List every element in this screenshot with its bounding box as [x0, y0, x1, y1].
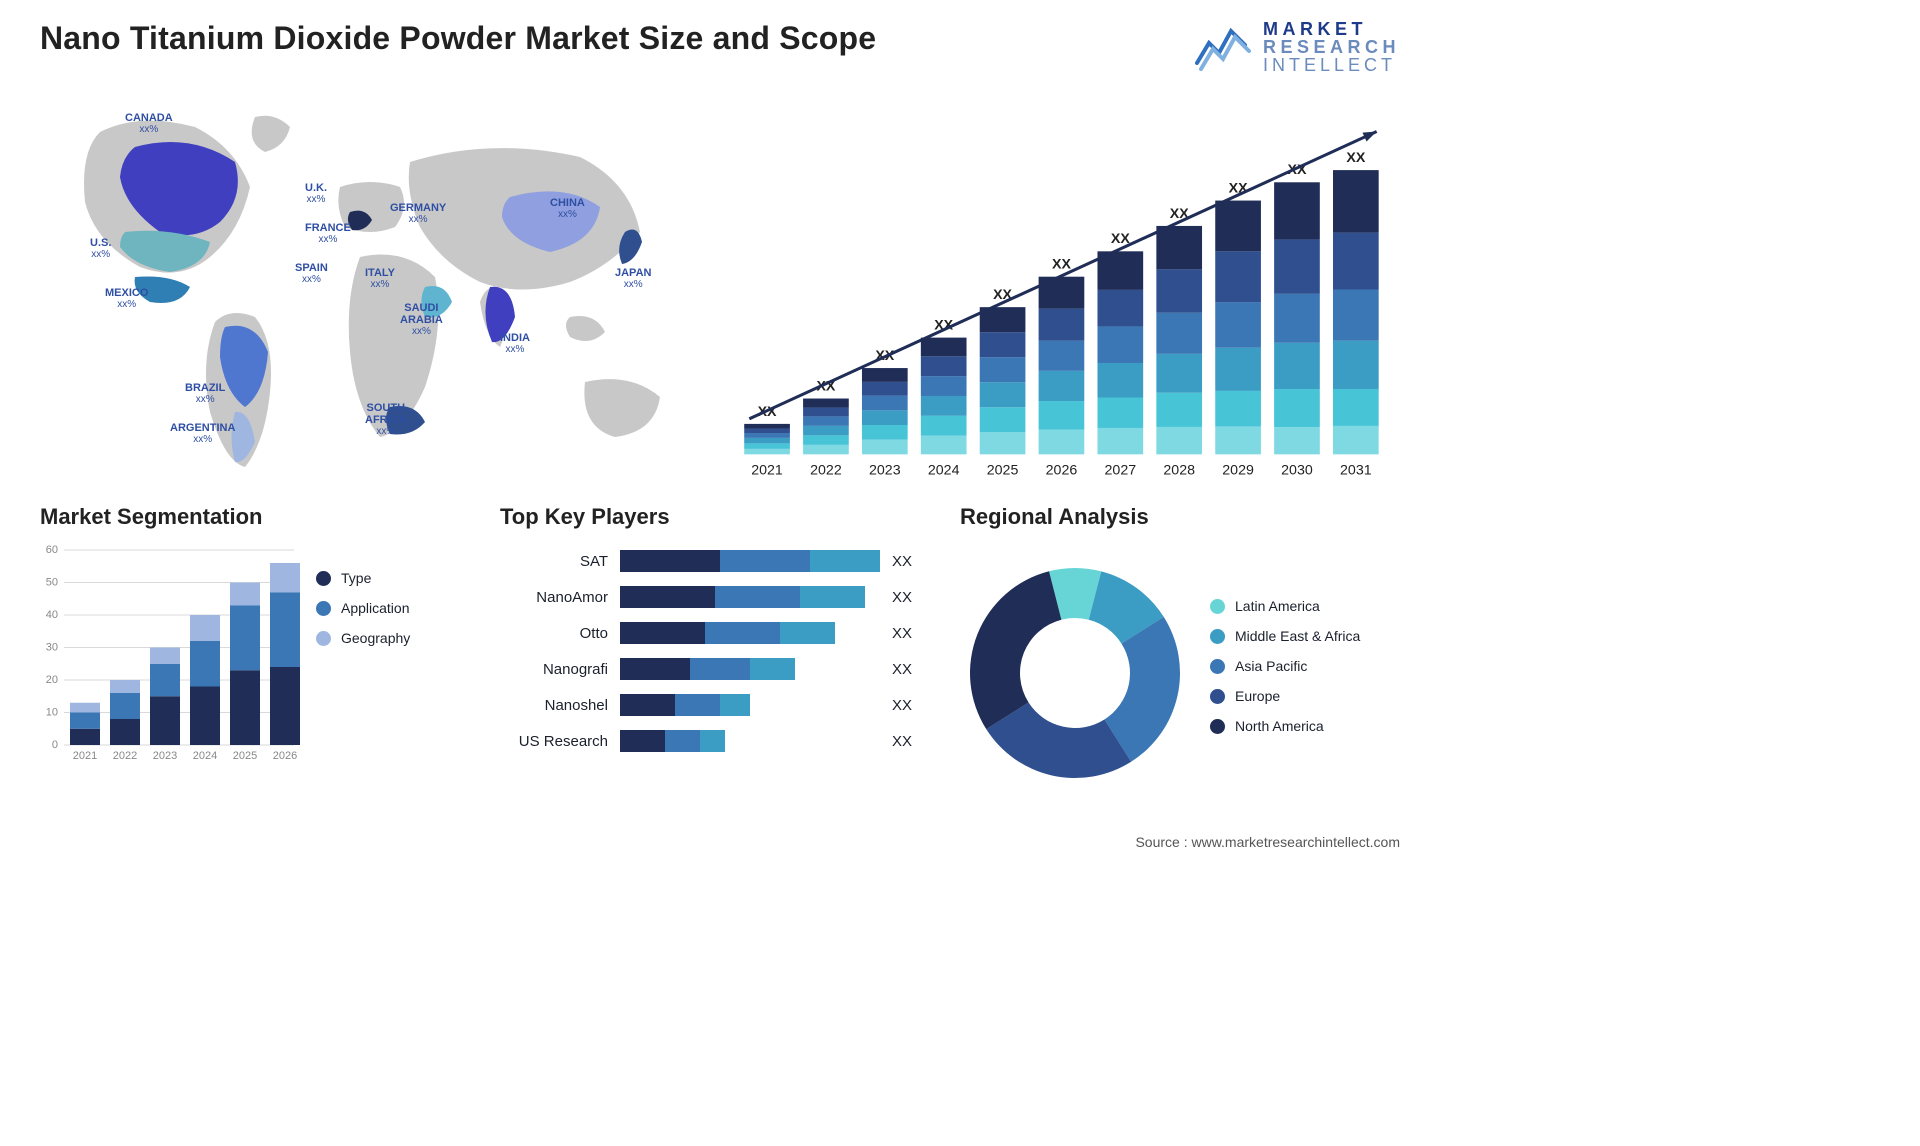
svg-text:2030: 2030 — [1281, 463, 1313, 479]
svg-text:2028: 2028 — [1163, 463, 1195, 479]
svg-text:2023: 2023 — [869, 463, 901, 479]
svg-text:2026: 2026 — [1046, 463, 1078, 479]
svg-text:60: 60 — [46, 544, 58, 556]
growth-svg: XX2021XX2022XX2023XX2024XX2025XX2026XX20… — [730, 102, 1400, 492]
player-bar — [620, 550, 880, 572]
svg-text:2026: 2026 — [273, 750, 297, 762]
player-name: Nanoshel — [500, 697, 620, 714]
svg-text:2024: 2024 — [193, 750, 217, 762]
source-text: Source : www.marketresearchintellect.com — [1135, 834, 1400, 850]
regional-title: Regional Analysis — [960, 504, 1400, 530]
map-country-label: U.S.xx% — [90, 237, 111, 260]
map-country-label: GERMANYxx% — [390, 202, 446, 225]
player-row: Nanoshel XX — [500, 690, 940, 720]
map-country-label: BRAZILxx% — [185, 382, 225, 405]
top-row: CANADAxx% U.S.xx% MEXICOxx% BRAZILxx% ARGENT… — [40, 92, 1400, 492]
player-value: XX — [880, 697, 912, 714]
players-panel: Top Key Players SAT XX NanoAmor XX Otto … — [500, 504, 940, 804]
players-chart: SAT XX NanoAmor XX Otto XX Nanografi XX … — [500, 542, 940, 804]
player-value: XX — [880, 589, 912, 606]
player-bar — [620, 622, 880, 644]
svg-text:2025: 2025 — [233, 750, 257, 762]
svg-text:2023: 2023 — [153, 750, 177, 762]
player-row: US Research XX — [500, 726, 940, 756]
svg-text:2031: 2031 — [1340, 463, 1372, 479]
legend-item: Geography — [316, 630, 480, 646]
svg-text:50: 50 — [46, 577, 58, 589]
player-value: XX — [880, 661, 912, 678]
map-country-label: SOUTHAFRICAxx% — [365, 402, 407, 437]
map-country-label: CANADAxx% — [125, 112, 173, 135]
player-name: US Research — [500, 733, 620, 750]
world-map: CANADAxx% U.S.xx% MEXICOxx% BRAZILxx% ARGENT… — [40, 92, 710, 492]
segmentation-legend: Type Application Geography — [300, 542, 480, 804]
svg-text:XX: XX — [1346, 150, 1365, 166]
player-name: Otto — [500, 625, 620, 642]
svg-text:2024: 2024 — [928, 463, 960, 479]
segmentation-title: Market Segmentation — [40, 504, 480, 530]
player-name: NanoAmor — [500, 589, 620, 606]
svg-text:20: 20 — [46, 674, 58, 686]
svg-text:2022: 2022 — [113, 750, 137, 762]
brand-logo: MARKET RESEARCH INTELLECT — [1195, 20, 1400, 74]
svg-text:2025: 2025 — [987, 463, 1019, 479]
map-country-label: ITALYxx% — [365, 267, 395, 290]
map-country-label: SAUDIARABIAxx% — [400, 302, 443, 337]
legend-item: Europe — [1210, 688, 1400, 704]
legend-item: Middle East & Africa — [1210, 628, 1400, 644]
map-country-label: ARGENTINAxx% — [170, 422, 235, 445]
svg-text:0: 0 — [52, 739, 58, 751]
player-row: NanoAmor XX — [500, 582, 940, 612]
map-country-label: SPAINxx% — [295, 262, 328, 285]
legend-item: Application — [316, 600, 480, 616]
player-bar — [620, 586, 880, 608]
brand-icon — [1195, 23, 1251, 71]
player-bar — [620, 730, 880, 752]
infographic-root: Nano Titanium Dioxide Powder Market Size… — [0, 0, 1440, 860]
map-country-label: U.K.xx% — [305, 182, 327, 205]
svg-text:40: 40 — [46, 609, 58, 621]
players-title: Top Key Players — [500, 504, 940, 530]
player-value: XX — [880, 553, 912, 570]
player-name: Nanografi — [500, 661, 620, 678]
legend-item: North America — [1210, 718, 1400, 734]
map-country-label: CHINAxx% — [550, 197, 585, 220]
growth-chart: XX2021XX2022XX2023XX2024XX2025XX2026XX20… — [730, 92, 1400, 492]
legend-item: Asia Pacific — [1210, 658, 1400, 674]
svg-text:30: 30 — [46, 642, 58, 654]
regional-legend: Latin America Middle East & Africa Asia Pa… — [1190, 598, 1400, 748]
map-country-label: FRANCExx% — [305, 222, 351, 245]
legend-item: Type — [316, 570, 480, 586]
page-title: Nano Titanium Dioxide Powder Market Size… — [40, 20, 876, 57]
player-row: Otto XX — [500, 618, 940, 648]
player-row: SAT XX — [500, 546, 940, 576]
player-value: XX — [880, 625, 912, 642]
svg-text:2021: 2021 — [751, 463, 783, 479]
brand-text-3: INTELLECT — [1263, 56, 1400, 74]
map-country-label: INDIAxx% — [500, 332, 530, 355]
segmentation-panel: Market Segmentation 0 10 20 30 40 50 60 2021 202… — [40, 504, 480, 804]
legend-item: Latin America — [1210, 598, 1400, 614]
header: Nano Titanium Dioxide Powder Market Size… — [40, 20, 1400, 92]
bottom-row: Market Segmentation 0 10 20 30 40 50 60 2021 202… — [40, 504, 1400, 804]
player-name: SAT — [500, 553, 620, 570]
player-bar — [620, 694, 880, 716]
map-country-label: JAPANxx% — [615, 267, 651, 290]
map-country-label: MEXICOxx% — [105, 287, 148, 310]
regional-panel: Regional Analysis Latin America Middle Ea… — [960, 504, 1400, 804]
player-row: Nanografi XX — [500, 654, 940, 684]
svg-text:2029: 2029 — [1222, 463, 1254, 479]
player-bar — [620, 658, 880, 680]
svg-text:XX: XX — [1052, 257, 1071, 273]
brand-text-2: RESEARCH — [1263, 38, 1400, 56]
segmentation-chart: 0 10 20 30 40 50 60 2021 2022 2023 2024 2025 2026 — [40, 542, 300, 772]
svg-text:2027: 2027 — [1105, 463, 1137, 479]
donut-chart — [960, 558, 1190, 788]
svg-text:2021: 2021 — [73, 750, 97, 762]
svg-text:2022: 2022 — [810, 463, 842, 479]
brand-text-1: MARKET — [1263, 20, 1400, 38]
svg-text:10: 10 — [46, 707, 58, 719]
player-value: XX — [880, 733, 912, 750]
